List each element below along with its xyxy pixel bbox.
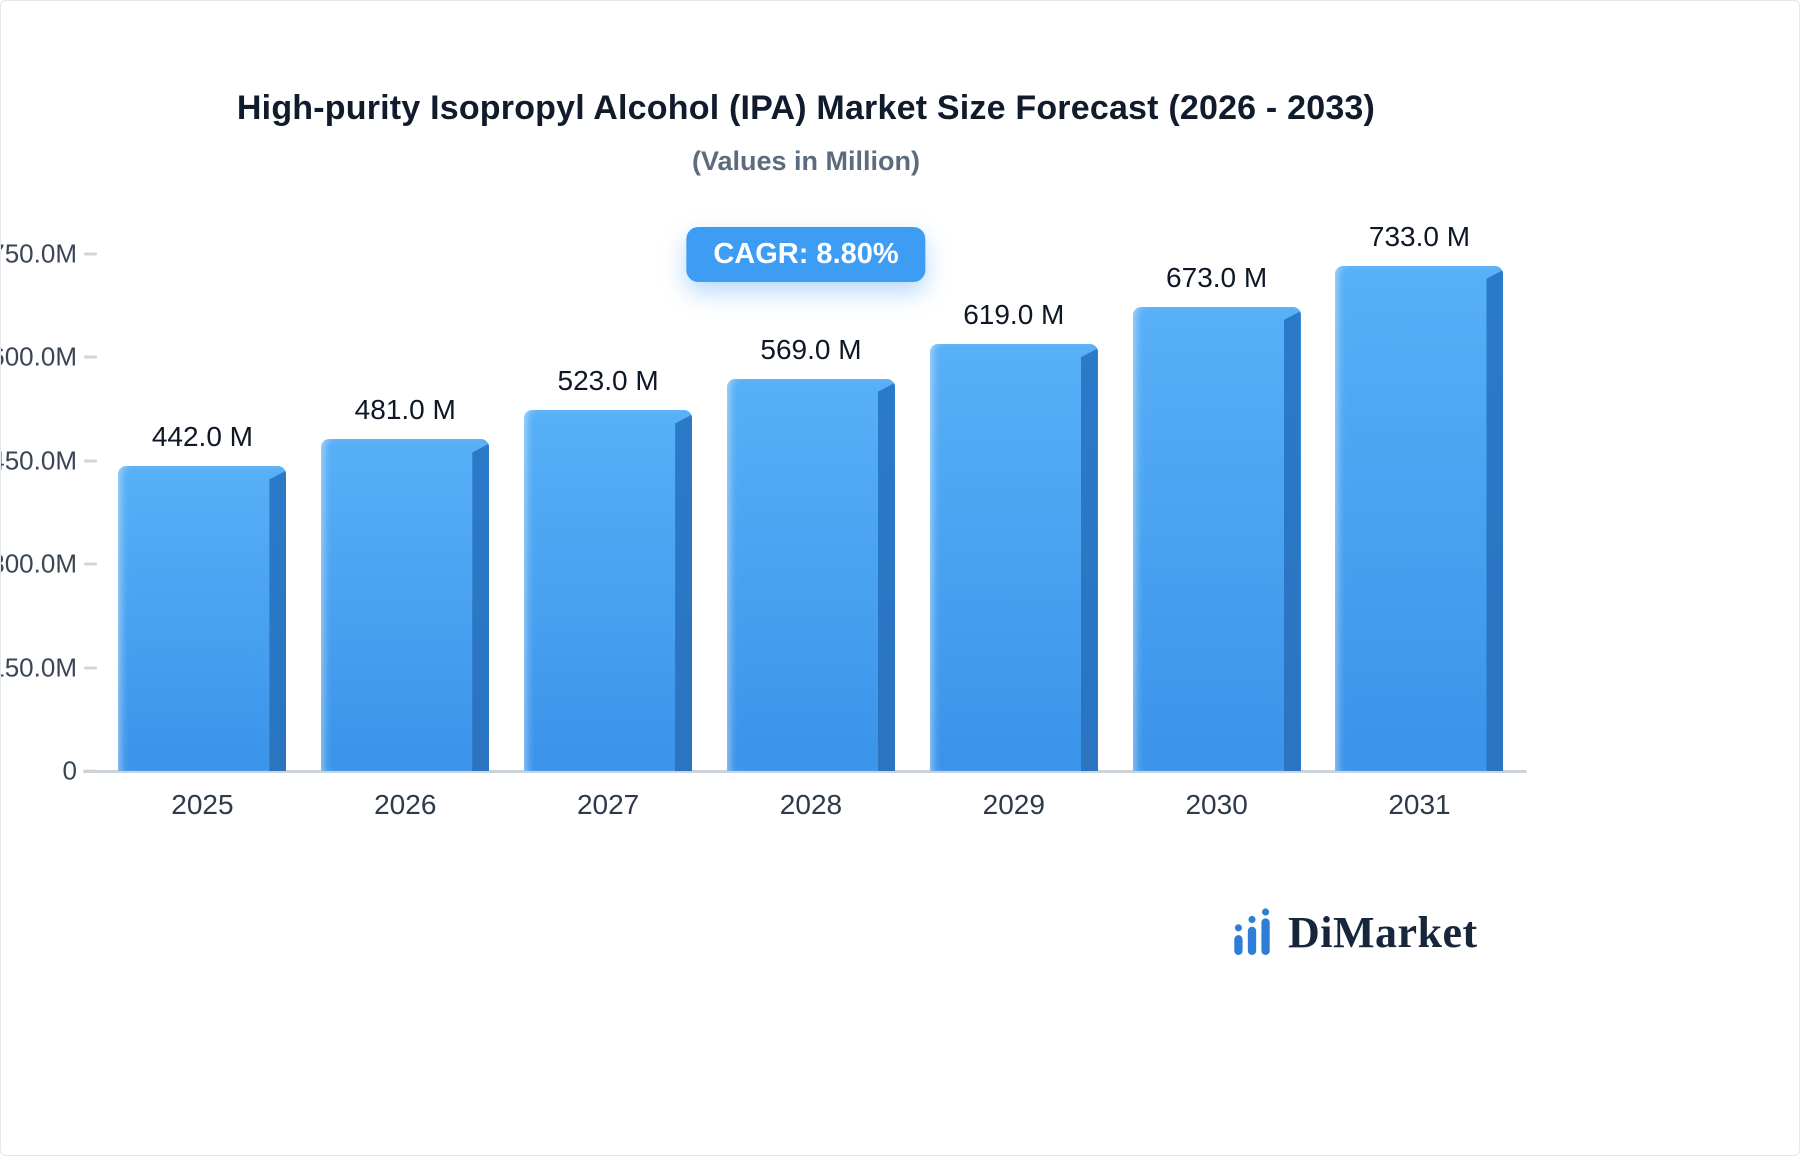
bar-cell-2030: 673.0 M 2030 [1117,254,1317,820]
y-axis-tick-mark [84,459,97,463]
cagr-badge-label: CAGR: 8.80% [713,238,899,270]
chart-title: High-purity Isopropyl Alcohol (IPA) Mark… [236,89,1376,127]
bar-cell-2026: 481.0 M 2026 [305,254,505,820]
bar-cell-2027: 523.0 M 2027 [508,254,708,820]
plot-area: 750.0M 600.0M 450.0M 300.0M 150.0M 0 442.0 M 2… [1,221,1527,820]
x-axis-label: 2026 [374,789,437,820]
bar-cell-2028: 569.0 M 2028 [711,254,911,820]
x-axis-label: 2028 [779,789,843,820]
bar-value-label: 442.0 M [151,421,254,453]
bar-value-label: 673.0 M [1166,262,1268,294]
bar-2025: 442.0 M [118,421,287,771]
bar-value-label: 619.0 M [963,299,1065,331]
bar-value-label: 569.0 M [760,333,862,365]
bar-2027: 523.0 M [524,365,693,771]
bar-cell-2031: 733.0 M 2031 [1319,221,1519,820]
y-axis-tick-label: 0 [62,755,77,786]
y-axis-tick-label: 450.0M [1,445,77,476]
y-axis-tick-label: 150.0M [1,652,77,683]
x-axis-label: 2031 [1388,789,1451,820]
x-axis-label: 2029 [982,789,1045,820]
bar-2026: 481.0 M [321,394,490,771]
x-axis-label: 2025 [171,789,234,820]
logo: DiMarket [1229,904,1478,960]
bar-2028: 569.0 M [726,334,895,771]
bar-value-label: 733.0 M [1368,220,1471,252]
bar-2029: 619.0 M [929,299,1098,771]
y-axis-tick-mark [84,355,97,359]
y-axis-tick-mark [84,666,97,670]
y-axis-tick-label: 750.0M [1,238,77,269]
bar-cell-2029: 619.0 M 2029 [914,254,1114,820]
y-axis-tick-mark [84,562,97,566]
bar-2030: 673.0 M [1132,262,1301,771]
cagr-badge: CAGR: 8.80% [686,227,926,282]
y-axis-tick-label: 300.0M [1,548,77,579]
bar-cell-2025: 442.0 M 2025 [102,254,302,820]
bar-3d-side [675,414,693,771]
bar-3d-side [269,470,287,771]
logo-text: DiMarket [1288,907,1478,957]
y-axis: 750.0M 600.0M 450.0M 300.0M 150.0M 0 [1,239,1521,786]
bar-2031: 733.0 M [1335,221,1504,771]
chart-header: High-purity Isopropyl Alcohol (IPA) Mark… [1,89,1611,177]
chart-subtitle: (Values in Million) [691,146,921,176]
bar-value-label: 523.0 M [557,365,659,397]
bars-container: 442.0 M 2025 481.0 M 2026 523.0 M 2027 569.0 M… [101,221,1521,820]
bar-3d-side [877,382,895,771]
y-axis-tick-mark [84,252,97,256]
bar-3d-side [1080,348,1098,771]
bar-3d-side [1486,269,1504,771]
bar-3d-side [1283,311,1301,771]
x-axis-label: 2030 [1185,789,1248,820]
bar-3d-side [472,443,490,771]
x-axis-line [83,770,1527,773]
dimarket-logo-icon [1234,908,1270,955]
x-axis-label: 2027 [576,789,640,820]
bar-value-label: 481.0 M [354,394,456,426]
y-axis-tick-label: 600.0M [1,341,77,372]
